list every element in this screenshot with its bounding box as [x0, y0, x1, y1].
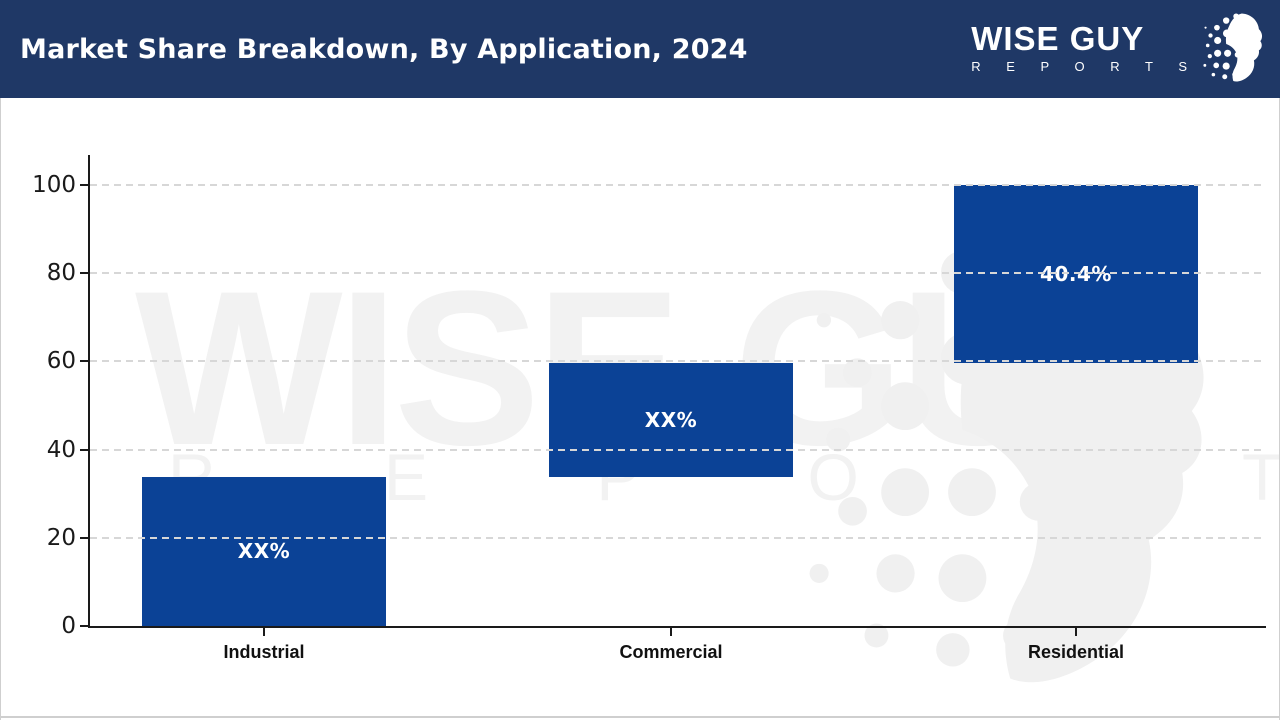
- header: Market Share Breakdown, By Application, …: [0, 0, 1280, 98]
- page-left-border: [0, 98, 1, 720]
- bar-commercial[interactable]: XX%: [549, 363, 793, 477]
- y-tick-40: [80, 448, 88, 451]
- category-label-commercial: Commercial: [619, 642, 723, 662]
- gridline-100: [90, 184, 1264, 186]
- y-tick-80: [80, 272, 88, 275]
- x-tick-commercial: [670, 628, 672, 636]
- category-label-industrial: Industrial: [223, 642, 305, 662]
- y-tick-label-100: 100: [32, 172, 76, 198]
- category-label-residential: Residential: [1027, 642, 1125, 662]
- x-tick-industrial: [263, 628, 265, 636]
- y-tick-60: [80, 360, 88, 363]
- gridline-20: [90, 536, 1264, 539]
- page-bottom-border: [0, 716, 1280, 718]
- gridline-60: [90, 360, 1264, 363]
- gridline-80: [90, 272, 1264, 275]
- y-tick-100: [80, 184, 88, 186]
- y-tick-20: [80, 536, 88, 539]
- logo-text: WISE GUY R E P O R T S: [971, 22, 1198, 76]
- page-title: Market Share Breakdown, By Application, …: [20, 33, 748, 65]
- bar-label-industrial: XX%: [237, 539, 291, 564]
- gridline-40: [90, 448, 1264, 451]
- x-axis-line: [88, 626, 1266, 628]
- logo-wordmark: WISE GUY: [971, 20, 1145, 57]
- chart-plot-area: 0 20 40 60 80 100 XX% Industrial XX% Commercial 40…: [0, 98, 1280, 720]
- y-tick-0: [80, 625, 88, 627]
- y-tick-label-60: 60: [46, 348, 76, 375]
- bar-label-commercial: XX%: [644, 408, 698, 433]
- logo-face-icon: [1203, 13, 1263, 82]
- x-tick-residential: [1075, 628, 1077, 636]
- y-tick-label-0: 0: [61, 613, 76, 639]
- logo-subtitle: R E P O R T S: [971, 59, 1198, 74]
- y-tick-label-40: 40: [46, 436, 76, 463]
- bar-industrial[interactable]: XX%: [142, 476, 386, 626]
- y-axis-line: [88, 155, 90, 628]
- y-tick-label-80: 80: [46, 260, 76, 287]
- y-tick-label-20: 20: [46, 524, 76, 551]
- wise-guy-reports-logo: WISE GUY R E P O R T S: [971, 9, 1280, 89]
